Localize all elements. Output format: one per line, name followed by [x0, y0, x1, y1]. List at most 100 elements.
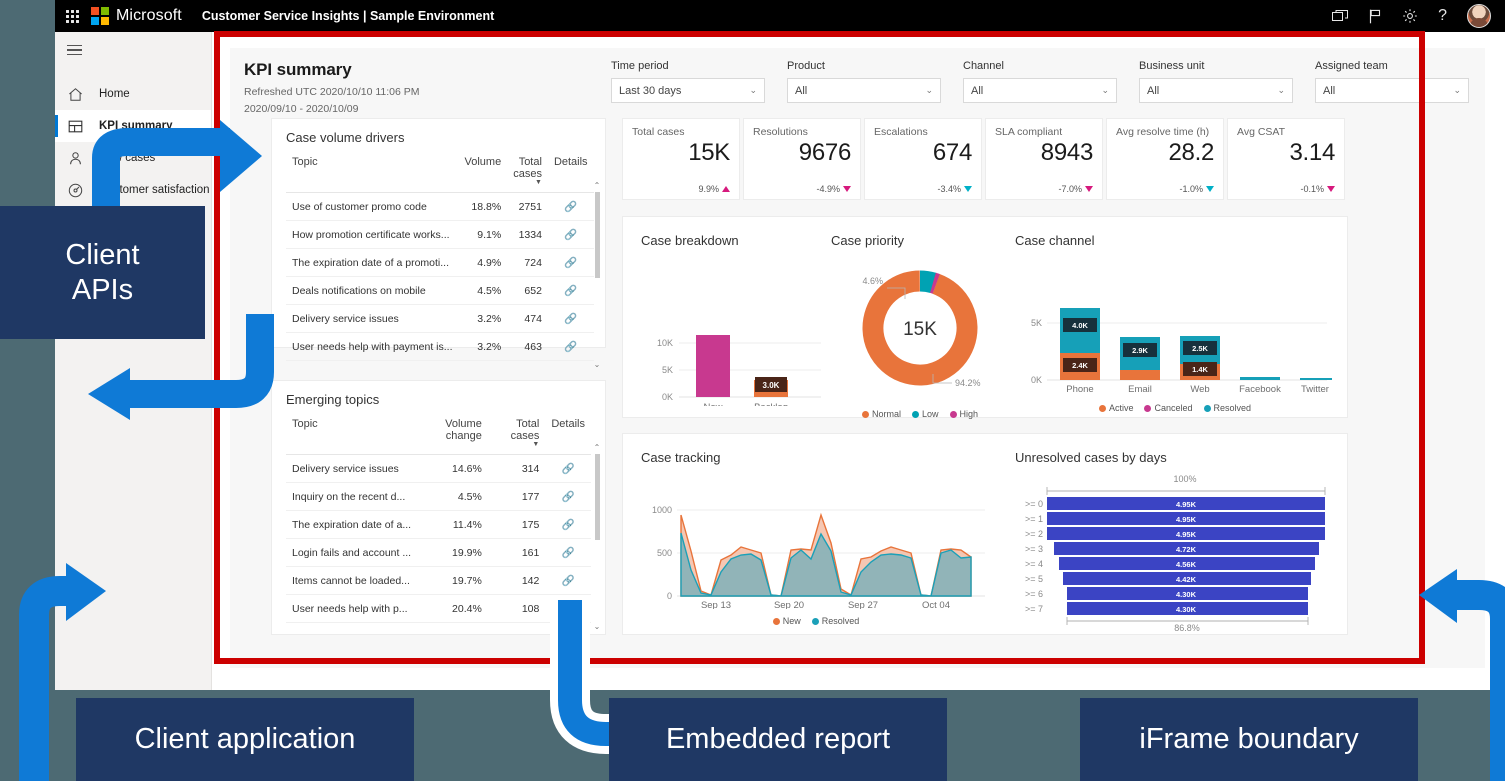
case-priority-svg: 15K 4.6% 94.2%	[862, 270, 981, 388]
table-row[interactable]: How promotion certificate works... 9.1% …	[286, 220, 594, 249]
funnel-bar-7[interactable]	[1067, 602, 1308, 615]
channel-select[interactable]: All ⌄	[963, 78, 1117, 103]
bar-new[interactable]	[696, 335, 730, 397]
brand-name: Microsoft	[116, 7, 182, 24]
details-link-icon[interactable]: 🔗	[547, 220, 594, 249]
donut-center-label: 15K	[903, 319, 937, 340]
bar-twitter-resolved[interactable]	[1300, 378, 1332, 380]
scroll-down-icon[interactable]: ⌄	[593, 622, 601, 631]
top-bar: Microsoft Customer Service Insights | Sa…	[55, 0, 1505, 32]
details-link-icon[interactable]: 🔗	[547, 276, 594, 305]
details-link-icon[interactable]: 🔗	[547, 192, 594, 221]
case-tracking-legend: New Resolved	[641, 616, 991, 626]
case-priority-legend: Normal Low High	[831, 409, 1009, 419]
scrollbar-thumb[interactable]	[594, 192, 600, 278]
column-header-details[interactable]: Details	[547, 151, 594, 193]
details-link-icon[interactable]: 🔗	[545, 482, 591, 511]
funnel-bar-1[interactable]	[1047, 512, 1325, 525]
kpi-card-resolutions[interactable]: Resolutions 9676 -4.9%	[743, 118, 861, 200]
ytick-0: 0K	[662, 392, 673, 402]
donut-slice-low[interactable]	[862, 270, 978, 386]
kpi-card-sla-compliant[interactable]: SLA compliant 8943 -7.0%	[985, 118, 1103, 200]
legend-item-canceled[interactable]: Canceled	[1144, 403, 1193, 413]
product-select[interactable]: All ⌄	[787, 78, 941, 103]
funnel-bar-6[interactable]	[1067, 587, 1308, 600]
sidebar-item-home[interactable]: Home	[55, 78, 211, 110]
avatar[interactable]	[1467, 4, 1491, 28]
column-header-topic[interactable]: Topic	[286, 151, 459, 193]
legend-item-normal[interactable]: Normal	[861, 409, 901, 419]
funnel-bar-0[interactable]	[1047, 497, 1325, 510]
sidebar-item-customer-satisfaction[interactable]: Customer satisfaction	[55, 174, 211, 206]
legend-item-low[interactable]: Low	[911, 409, 939, 419]
details-link-icon[interactable]: 🔗	[547, 304, 594, 333]
case-channel-chart[interactable]: Case channel 0K 5K 4.0K 2.4K Phone 2.9K …	[1015, 233, 1335, 413]
table-row[interactable]: Login fails and account ... 19.9% 161 🔗	[286, 538, 591, 567]
details-link-icon[interactable]: 🔗	[545, 454, 591, 483]
kpi-card-avg-csat[interactable]: Avg CSAT 3.14 -0.1%	[1227, 118, 1345, 200]
table-row[interactable]: Items cannot be loaded... 19.7% 142 🔗	[286, 566, 591, 595]
table-row[interactable]: Delivery service issues 3.2% 474 🔗	[286, 304, 594, 333]
column-header-topic[interactable]: Topic	[286, 413, 418, 455]
table-row[interactable]: Use of customer promo code 18.8% 2751 🔗	[286, 192, 594, 221]
legend-item-high[interactable]: High	[949, 409, 978, 419]
table-row[interactable]: Deals notifications on mobile 4.5% 652 🔗	[286, 276, 594, 305]
scrollbar-thumb[interactable]	[594, 454, 600, 540]
case-breakdown-chart[interactable]: Case breakdown 0K 5K 10K 3.0K New Backlo…	[641, 233, 826, 413]
details-link-icon[interactable]: 🔗	[545, 566, 591, 595]
column-header-total-cases[interactable]: Total cases ▼	[487, 413, 546, 455]
table-row[interactable]: Delivery service issues 14.6% 314 🔗	[286, 454, 591, 483]
funnel-bar-3[interactable]	[1054, 542, 1319, 555]
feedback-icon[interactable]	[1332, 9, 1349, 23]
table-row[interactable]: Inquiry on the recent d... 4.5% 177 🔗	[286, 482, 591, 511]
details-link-icon[interactable]: 🔗	[547, 248, 594, 277]
column-header-volume-change[interactable]: Volume change	[417, 413, 488, 455]
help-icon[interactable]: ?	[1438, 7, 1447, 24]
legend-item-resolved[interactable]: Resolved	[1203, 403, 1251, 413]
arrow-client-to-report	[92, 120, 262, 236]
details-link-icon[interactable]: 🔗	[545, 538, 591, 567]
kpi-card-escalations[interactable]: Escalations 674 -3.4%	[864, 118, 982, 200]
legend-item-new[interactable]: New	[772, 616, 801, 626]
case-tracking-chart[interactable]: Case tracking 0 500 1000 Sep 13 Sep 20 S…	[641, 450, 991, 626]
select-value: Last 30 days	[619, 84, 682, 97]
details-link-icon[interactable]: 🔗	[547, 332, 594, 361]
kpi-card-avg-resolve-time[interactable]: Avg resolve time (h) 28.2 -1.0%	[1106, 118, 1224, 200]
scroll-up-icon[interactable]: ⌃	[593, 181, 601, 190]
microsoft-logo[interactable]: Microsoft	[91, 7, 182, 25]
funnel-bar-2[interactable]	[1047, 527, 1325, 540]
details-link-icon[interactable]: 🔗	[545, 510, 591, 539]
app-launcher-icon[interactable]	[55, 9, 89, 23]
table-row[interactable]: User needs help with payment is... 3.2% …	[286, 332, 594, 361]
bar-facebook-resolved[interactable]	[1240, 377, 1280, 380]
time-period-select[interactable]: Last 30 days ⌄	[611, 78, 765, 103]
table-row[interactable]: User needs help with p... 20.4% 108 🔗	[286, 594, 591, 623]
gear-icon[interactable]	[1402, 8, 1418, 24]
donut-slice-high[interactable]	[862, 270, 978, 386]
table-row[interactable]: The expiration date of a... 11.4% 175 🔗	[286, 510, 591, 539]
funnel-bar-4[interactable]	[1059, 557, 1315, 570]
table-scrollbar[interactable]: ⌃ ⌄	[592, 443, 602, 631]
assigned-team-select[interactable]: All ⌄	[1315, 78, 1469, 103]
emerging-topics-card: Emerging topics Topic Volume change Tota…	[271, 380, 606, 635]
scroll-up-icon[interactable]: ⌃	[593, 443, 601, 452]
bar-email-active[interactable]	[1120, 370, 1160, 380]
unresolved-cases-chart[interactable]: Unresolved cases by days 100% 4.95K 4.95…	[1015, 450, 1335, 636]
hamburger-icon[interactable]	[55, 32, 211, 68]
cell-total: 724	[507, 248, 548, 277]
kpi-card-total-cases[interactable]: Total cases 15K 9.9%	[622, 118, 740, 200]
business-unit-select[interactable]: All ⌄	[1139, 78, 1293, 103]
funnel-bar-5[interactable]	[1063, 572, 1311, 585]
legend-item-resolved[interactable]: Resolved	[811, 616, 859, 626]
column-header-volume[interactable]: Volume	[458, 151, 508, 193]
area-resolved[interactable]	[680, 532, 972, 597]
column-header-total-cases[interactable]: Total cases ▼	[507, 151, 548, 193]
table-scrollbar[interactable]: ⌃ ⌄	[592, 181, 602, 369]
table-row[interactable]: The expiration date of a promoti... 4.9%…	[286, 248, 594, 277]
flag-icon[interactable]	[1368, 9, 1382, 24]
kpi-delta: -0.1%	[1237, 184, 1335, 194]
column-header-details[interactable]: Details	[545, 413, 591, 455]
scroll-down-icon[interactable]: ⌄	[593, 360, 601, 369]
case-priority-chart[interactable]: Case priority 15K 4.6% 94.2% Normal Low …	[831, 233, 1009, 419]
legend-item-active[interactable]: Active	[1098, 403, 1133, 413]
